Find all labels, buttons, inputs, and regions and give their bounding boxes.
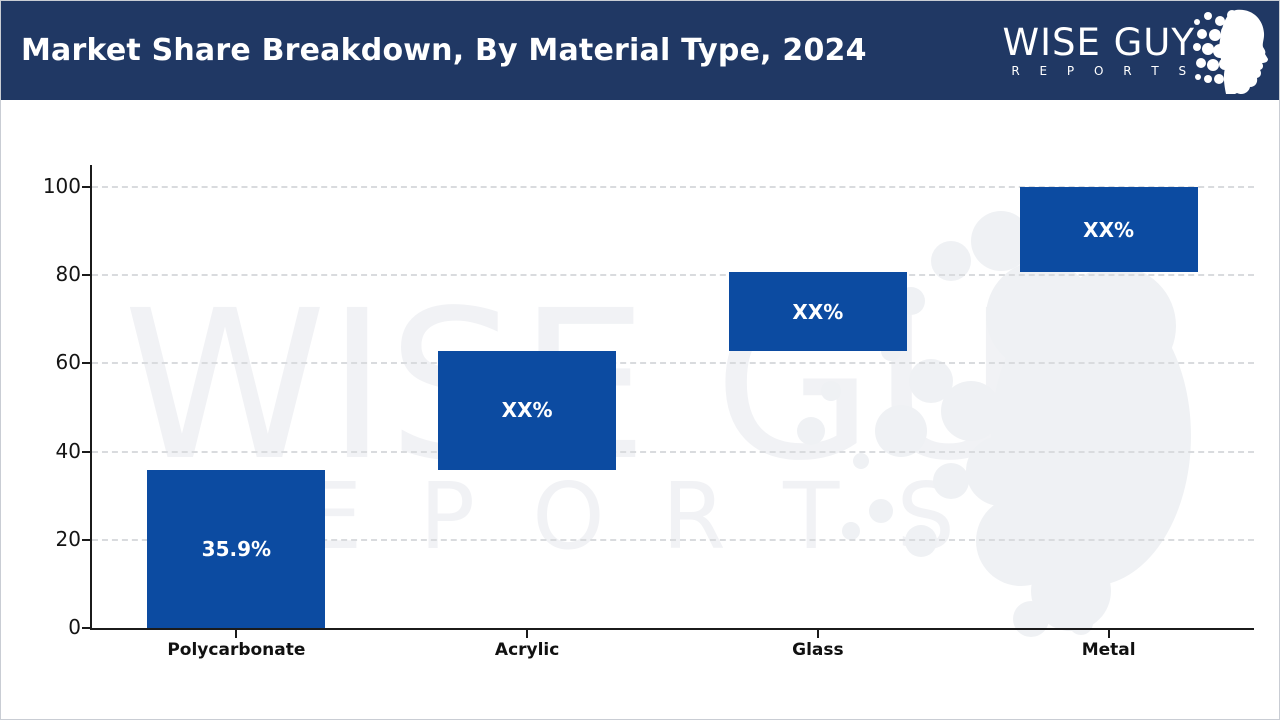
bar-acrylic [438, 351, 617, 470]
y-tick-mark [82, 450, 91, 453]
y-tick-label: 60 [55, 350, 81, 375]
x-category-label: Acrylic [494, 640, 560, 660]
logo-text: WISE GUY R E P O R T S [1002, 20, 1195, 79]
gridline-20 [92, 538, 1254, 541]
gridline-40 [92, 450, 1254, 453]
x-tick-mark [526, 630, 529, 638]
wiseguy-logo: WISE GUY R E P O R T S [1003, 6, 1269, 96]
bar-glass [728, 272, 907, 352]
x-tick-mark [235, 630, 238, 638]
y-tick-label: 80 [55, 262, 81, 287]
bar-polycarbonate [147, 469, 326, 628]
x-category-label: Metal [1081, 640, 1136, 660]
y-tick-label: 40 [55, 438, 81, 463]
bar-value-label: 35.9% [201, 536, 272, 561]
logo-reports-text: R E P O R T S [1011, 64, 1195, 79]
y-tick-mark [82, 538, 91, 541]
y-axis [90, 165, 92, 630]
watermark-dotted-head [797, 211, 1191, 637]
bar-value-label: XX% [1083, 217, 1135, 242]
y-tick-label: 20 [55, 526, 81, 551]
y-tick-mark [82, 186, 91, 188]
bar-value-label: XX% [792, 299, 844, 324]
y-tick-label: 100 [42, 174, 81, 198]
y-tick-mark [82, 627, 91, 629]
x-tick-mark [816, 630, 819, 638]
gridline-60 [92, 362, 1254, 365]
gridline-100 [92, 186, 1254, 188]
logo-brand-text: WISE GUY [1002, 20, 1195, 64]
bar-value-label: XX% [501, 398, 553, 423]
x-axis [90, 628, 1254, 630]
y-tick-label: 0 [68, 615, 81, 639]
x-tick-mark [1107, 630, 1110, 638]
gridline-80 [92, 274, 1254, 277]
y-tick-mark [82, 362, 91, 365]
header: Market Share Breakdown, By Material Type… [1, 1, 1279, 100]
y-tick-mark [82, 274, 91, 277]
chart-title: Market Share Breakdown, By Material Type… [21, 33, 867, 68]
x-category-label: Glass [792, 640, 844, 660]
x-category-label: Polycarbonate [167, 640, 306, 660]
dotted-head-profile-icon [1193, 9, 1268, 94]
bar-metal [1019, 187, 1198, 273]
